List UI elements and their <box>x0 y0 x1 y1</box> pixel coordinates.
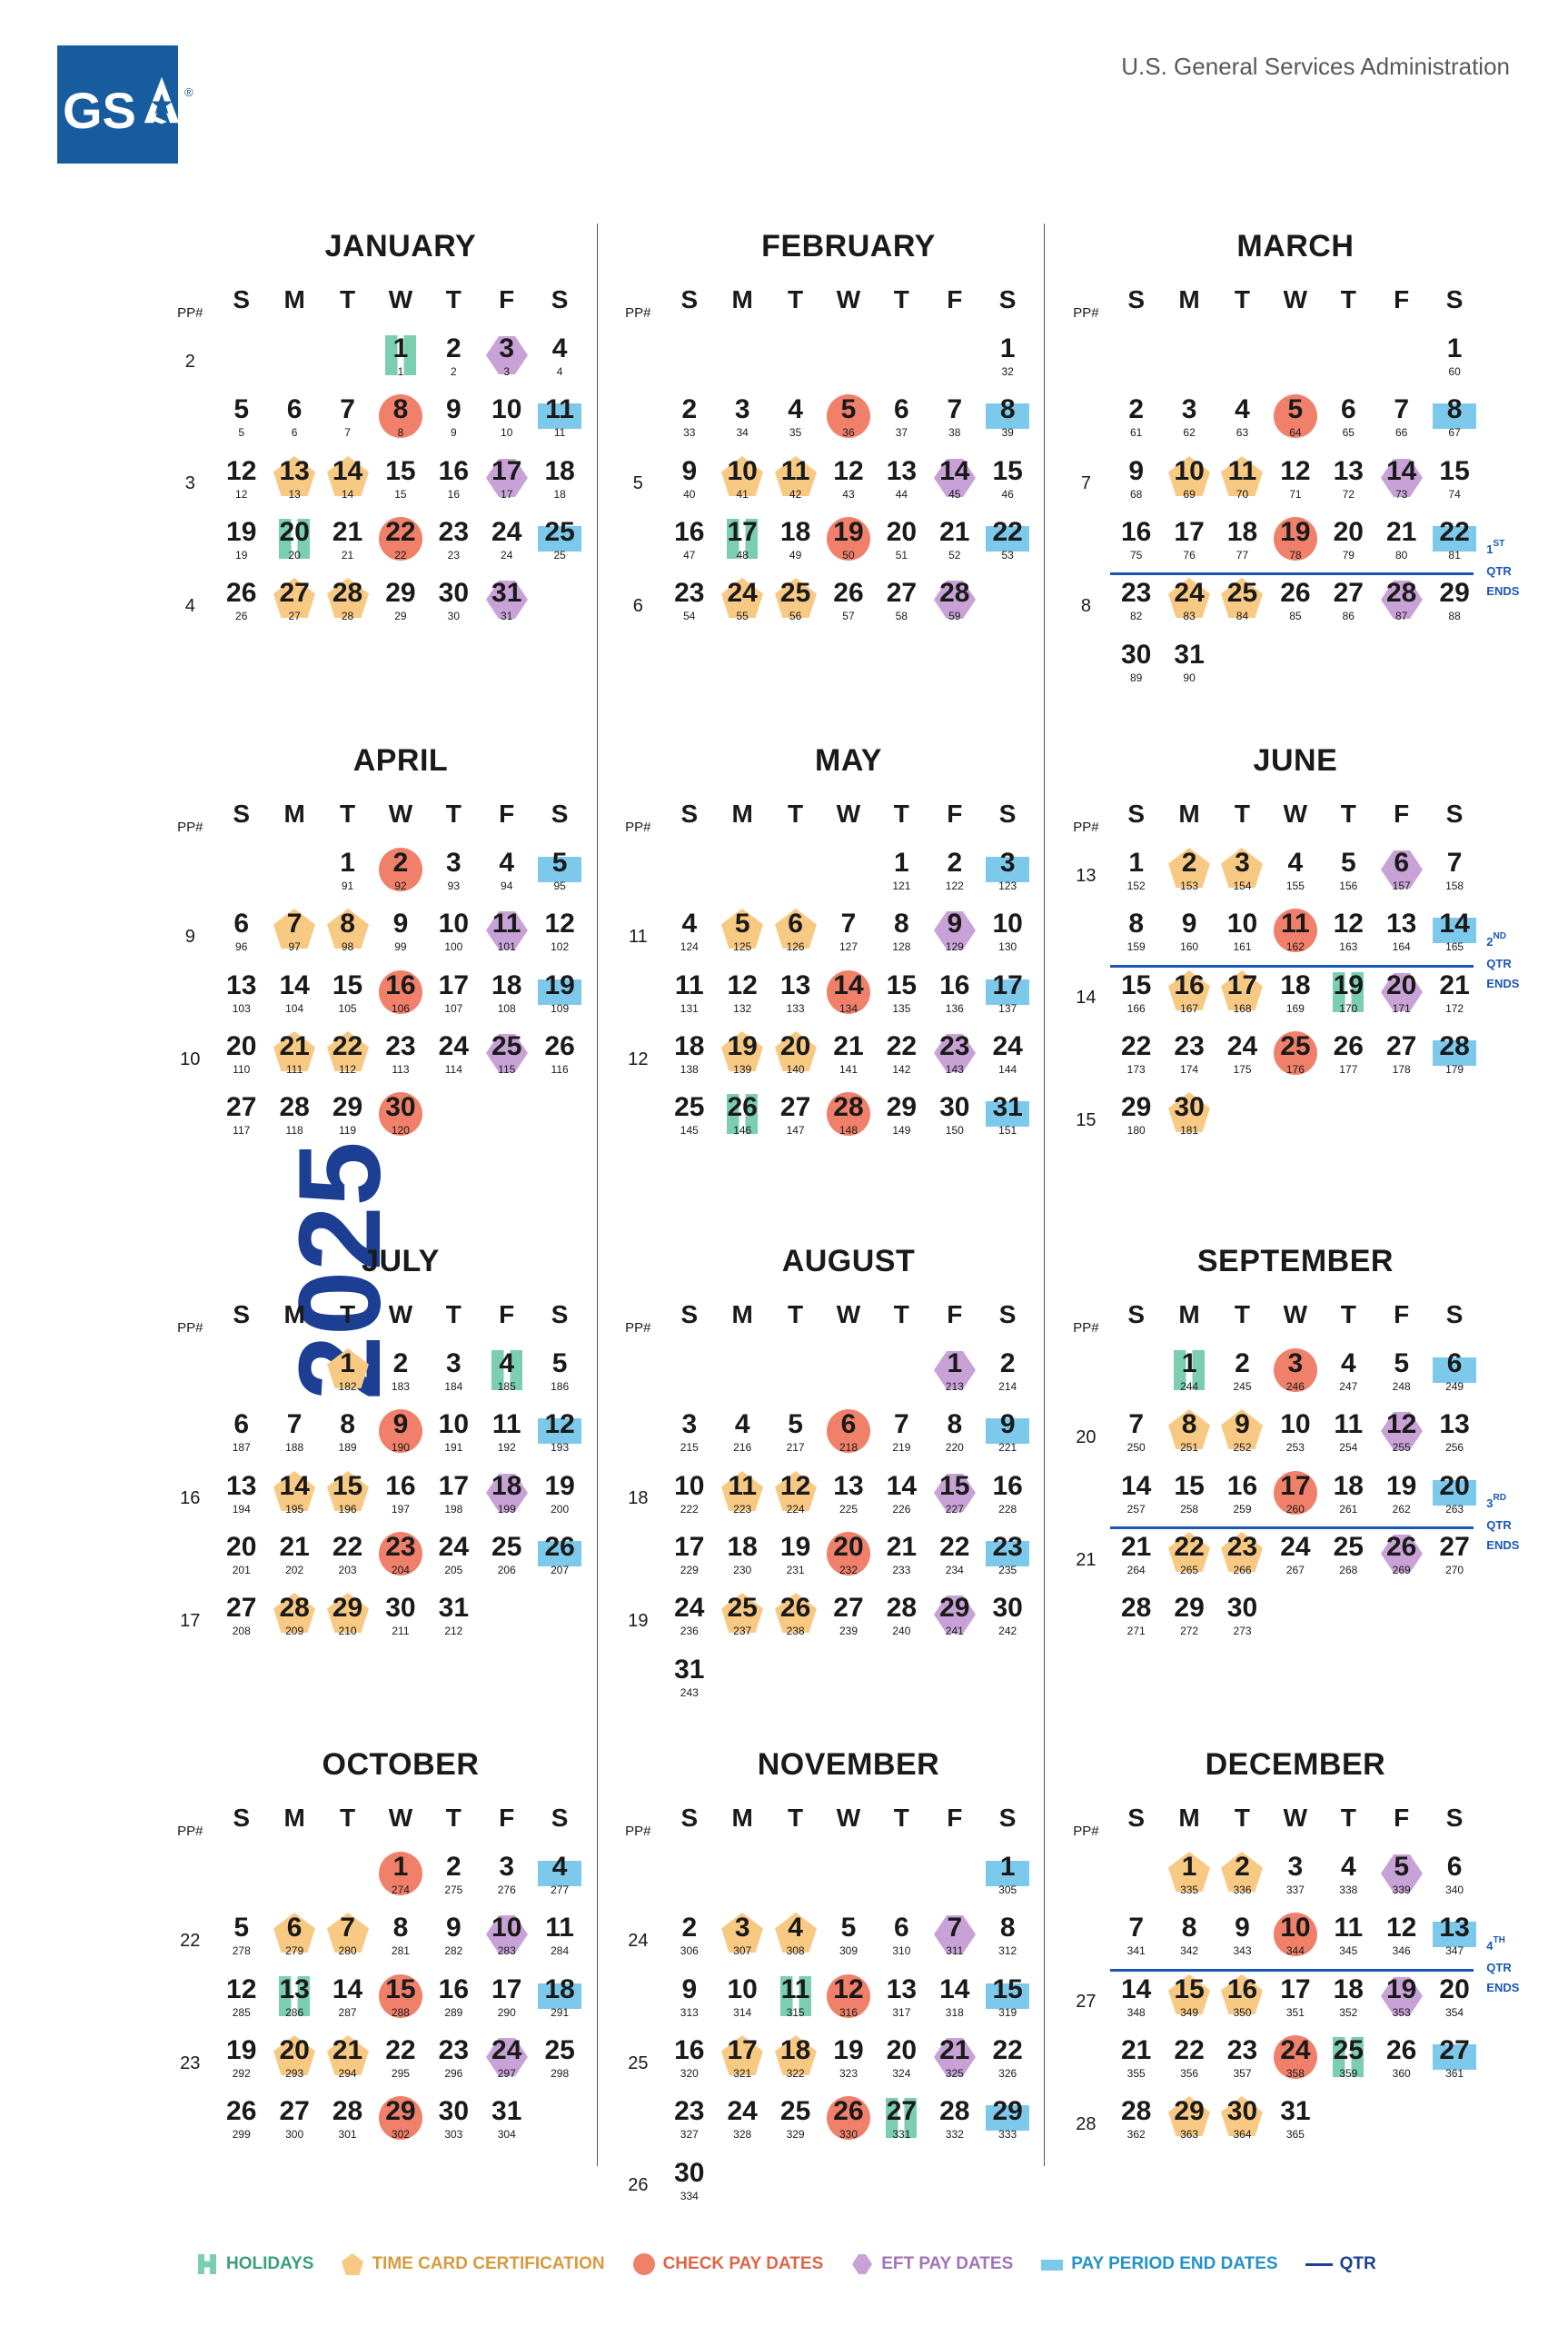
svg-text:GS: GS <box>63 82 136 139</box>
